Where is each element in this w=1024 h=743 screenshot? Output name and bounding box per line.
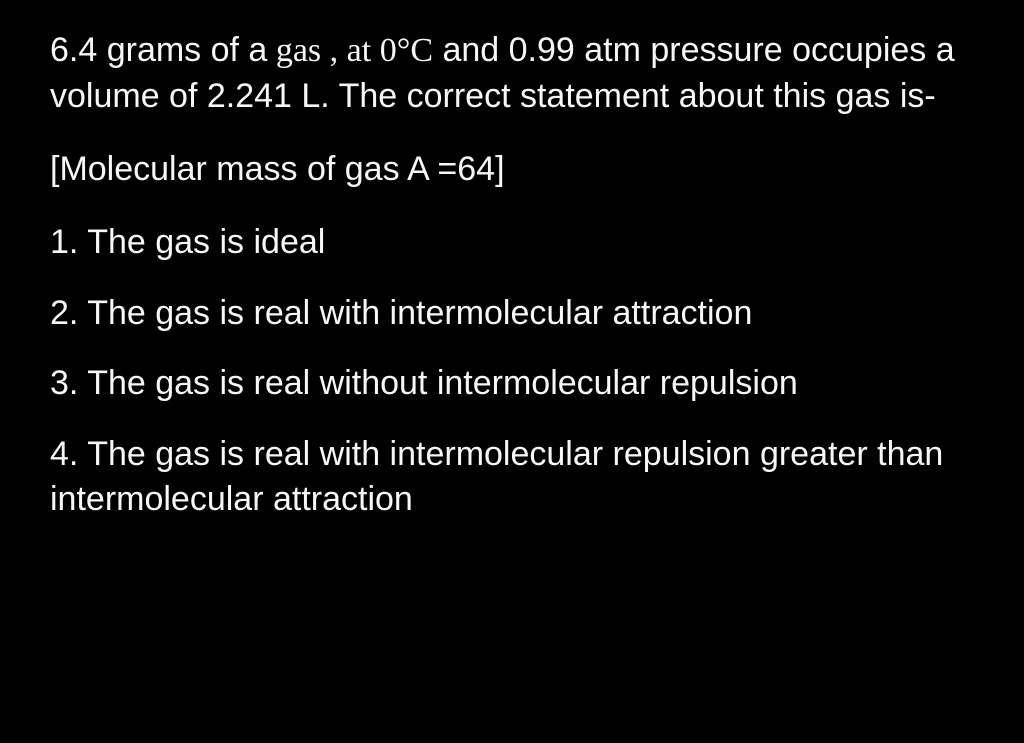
question-note: [Molecular mass of gas A =64] [50,147,984,192]
stem-gas-word: gas [267,32,329,69]
option-text: The gas is real with intermolecular attr… [87,294,752,332]
option-1[interactable]: 1. The gas is ideal [50,220,984,265]
stem-part-1: 6.4 grams of a [50,31,267,69]
option-number: 2. [50,294,78,332]
option-3[interactable]: 3. The gas is real without intermolecula… [50,361,984,406]
question-page: 6.4 grams of a gas , at 0°C and 0.99 atm… [0,0,1024,522]
option-text: The gas is ideal [87,223,325,261]
option-text: The gas is real with intermolecular repu… [50,435,943,518]
options-list: 1. The gas is ideal 2. The gas is real w… [50,220,984,522]
option-4[interactable]: 4. The gas is real with intermolecular r… [50,432,984,522]
option-number: 1. [50,223,78,261]
stem-at-word: , at [330,32,380,69]
option-text: The gas is real without intermolecular r… [87,364,798,402]
stem-temperature: 0°C [380,32,433,69]
option-2[interactable]: 2. The gas is real with intermolecular a… [50,291,984,336]
question-stem: 6.4 grams of a gas , at 0°C and 0.99 atm… [50,28,984,119]
option-number: 3. [50,364,78,402]
option-number: 4. [50,435,78,473]
